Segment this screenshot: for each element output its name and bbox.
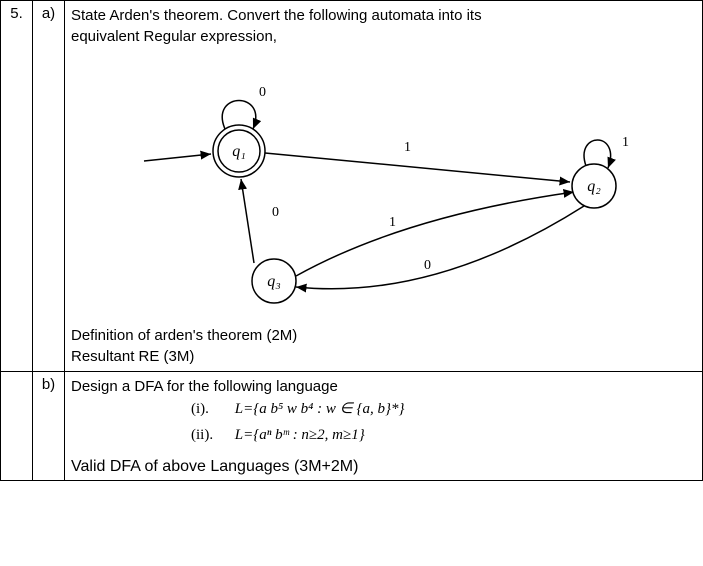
svg-text:1: 1 bbox=[404, 140, 411, 155]
statement-line2: equivalent Regular expression, bbox=[71, 26, 696, 47]
svg-text:q₃: q₃ bbox=[267, 273, 281, 290]
statement-b: Design a DFA for the following language bbox=[71, 376, 696, 397]
svg-text:1: 1 bbox=[622, 135, 629, 150]
subquestion-b: b) bbox=[33, 372, 65, 481]
statement-line1: State Arden's theorem. Convert the follo… bbox=[71, 5, 696, 26]
roman-2: (ii). bbox=[191, 423, 231, 449]
expr-1: L={a b⁵ w b⁴ : w ∈ {a, b}*} bbox=[235, 401, 405, 417]
formula-1: (i). L={a b⁵ w b⁴ : w ∈ {a, b}*} bbox=[71, 397, 696, 423]
formula-2: (ii). L={aⁿ bᵐ : n≥2, m≥1} bbox=[71, 423, 696, 449]
svg-text:q₂: q₂ bbox=[587, 178, 601, 195]
roman-1: (i). bbox=[191, 397, 231, 423]
marks-valid-dfa: Valid DFA of above Languages (3M+2M) bbox=[71, 458, 696, 476]
marks-definition: Definition of arden's theorem (2M) bbox=[71, 325, 696, 346]
svg-text:0: 0 bbox=[259, 85, 266, 100]
automata-diagram: 0 1 1 1 0 0 q₁ q₂ q₃ bbox=[104, 51, 664, 321]
svg-text:0: 0 bbox=[272, 205, 279, 220]
marks-resultant: Resultant RE (3M) bbox=[71, 346, 696, 367]
subquestion-a: a) bbox=[33, 1, 65, 372]
svg-text:0: 0 bbox=[424, 258, 431, 273]
svg-text:1: 1 bbox=[389, 215, 396, 230]
question-number-empty bbox=[1, 372, 33, 481]
content-a: State Arden's theorem. Convert the follo… bbox=[65, 1, 703, 372]
svg-text:q₁: q₁ bbox=[232, 143, 246, 160]
question-number: 5. bbox=[1, 1, 33, 372]
content-b: Design a DFA for the following language … bbox=[65, 372, 703, 481]
expr-2: L={aⁿ bᵐ : n≥2, m≥1} bbox=[235, 427, 365, 443]
